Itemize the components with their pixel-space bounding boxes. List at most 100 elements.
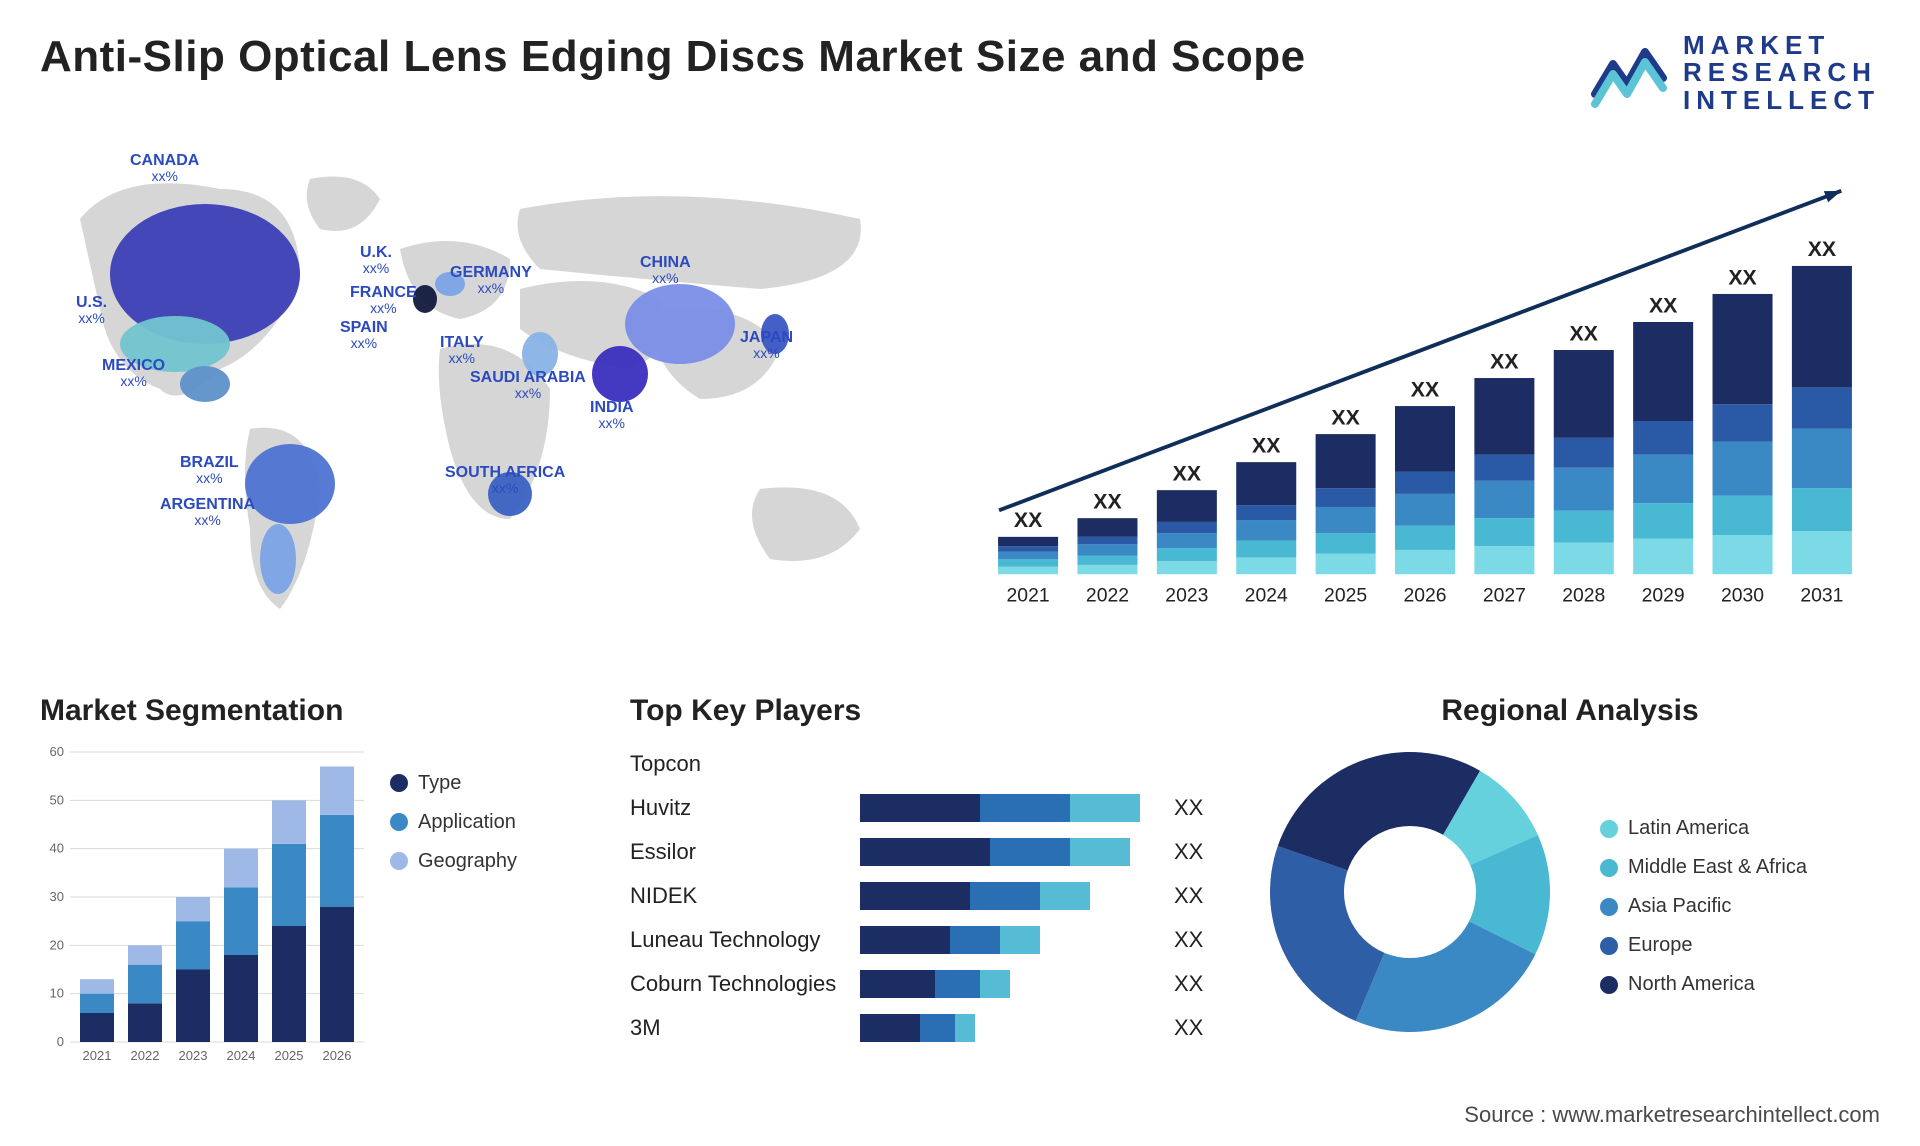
legend-swatch	[1600, 898, 1618, 916]
svg-text:XX: XX	[1570, 321, 1598, 345]
player-name: Topcon	[630, 751, 860, 777]
svg-text:2026: 2026	[1403, 584, 1446, 606]
player-value: XX	[1174, 971, 1203, 997]
legend-label: Europe	[1628, 934, 1693, 957]
player-bar	[860, 838, 1160, 866]
svg-text:20: 20	[50, 937, 64, 952]
player-row: Luneau Technology XX	[630, 918, 1230, 962]
svg-text:XX: XX	[1331, 405, 1359, 429]
brand-line2: RESEARCH	[1683, 59, 1880, 86]
world-map-panel: CANADAxx% U.S.xx% MEXICOxx% BRAZILxx% ARGENT…	[40, 144, 940, 654]
regional-legend: Latin AmericaMiddle East & AfricaAsia Pa…	[1600, 817, 1807, 996]
segmentation-panel: Market Segmentation 0102030405060 202120…	[40, 694, 600, 1114]
player-row: Essilor XX	[630, 830, 1230, 874]
legend-item: Application	[390, 811, 517, 834]
player-bar-segment	[860, 794, 980, 822]
svg-text:2026: 2026	[323, 1048, 352, 1063]
svg-text:2022: 2022	[131, 1048, 160, 1063]
map-label: CHINAxx%	[640, 254, 691, 287]
player-bar-segment	[955, 1014, 975, 1042]
player-value: XX	[1174, 1015, 1203, 1041]
map-label: MEXICOxx%	[102, 357, 165, 390]
svg-text:2027: 2027	[1483, 584, 1526, 606]
segmentation-body: 0102030405060 202120222023202420252026 T…	[40, 742, 600, 1072]
legend-swatch	[1600, 820, 1618, 838]
map-label: SOUTH AFRICAxx%	[445, 464, 565, 497]
map-label: CANADAxx%	[130, 152, 199, 185]
player-value: XX	[1174, 927, 1203, 953]
svg-text:2029: 2029	[1642, 584, 1685, 606]
player-bar-segment	[860, 838, 990, 866]
player-row: HuvitzXX	[630, 786, 1230, 830]
legend-label: North America	[1628, 973, 1755, 996]
player-name: Luneau Technology	[630, 927, 860, 953]
svg-text:0: 0	[57, 1034, 64, 1049]
legend-label: Geography	[418, 850, 517, 873]
legend-label: Middle East & Africa	[1628, 856, 1807, 879]
svg-text:XX: XX	[1173, 461, 1201, 485]
svg-text:50: 50	[50, 792, 64, 807]
svg-text:2025: 2025	[1324, 584, 1367, 606]
legend-label: Application	[418, 811, 516, 834]
map-label: BRAZILxx%	[180, 454, 239, 487]
map-label: SAUDI ARABIAxx%	[470, 369, 586, 402]
players-body: TopconHuvitzXXEssilorXXNIDEKXXLuneau Tec…	[630, 742, 1230, 1072]
player-value: XX	[1174, 839, 1203, 865]
map-label: U.K.xx%	[360, 244, 392, 277]
player-name: Huvitz	[630, 795, 860, 821]
player-bar-segment	[950, 926, 1000, 954]
map-label: U.S.xx%	[76, 294, 107, 327]
source-attribution: Source : www.marketresearchintellect.com	[1464, 1102, 1880, 1128]
player-bar	[860, 1014, 1160, 1042]
page-title: Anti-Slip Optical Lens Edging Discs Mark…	[40, 32, 1306, 82]
legend-item: Middle East & Africa	[1600, 856, 1807, 879]
regional-title: Regional Analysis	[1260, 694, 1880, 728]
svg-text:10: 10	[50, 986, 64, 1001]
legend-label: Asia Pacific	[1628, 895, 1731, 918]
player-row: Coburn TechnologiesXX	[630, 962, 1230, 1006]
svg-text:2023: 2023	[179, 1048, 208, 1063]
players-panel: Top Key Players TopconHuvitzXXEssilorXXN…	[630, 694, 1230, 1114]
legend-swatch	[1600, 937, 1618, 955]
player-value: XX	[1174, 883, 1203, 909]
player-bar-segment	[860, 1014, 920, 1042]
svg-text:XX: XX	[1093, 489, 1121, 513]
legend-item: North America	[1600, 973, 1807, 996]
brand-line3: INTELLECT	[1683, 87, 1880, 114]
svg-text:2031: 2031	[1800, 584, 1843, 606]
brand-logo: MARKET RESEARCH INTELLECT	[1591, 32, 1880, 114]
map-label: ARGENTINAxx%	[160, 496, 255, 529]
player-bar-segment	[935, 970, 980, 998]
player-bar-segment	[860, 970, 935, 998]
regional-panel: Regional Analysis Latin AmericaMiddle Ea…	[1260, 694, 1880, 1114]
svg-text:2022: 2022	[1086, 584, 1129, 606]
legend-label: Type	[418, 772, 461, 795]
svg-text:XX: XX	[1014, 508, 1042, 532]
svg-text:2030: 2030	[1721, 584, 1764, 606]
player-name: Essilor	[630, 839, 860, 865]
player-bar-segment	[980, 794, 1070, 822]
svg-text:30: 30	[50, 889, 64, 904]
player-bar-segment	[1040, 882, 1090, 910]
player-bar-segment	[1000, 926, 1040, 954]
segmentation-title: Market Segmentation	[40, 694, 600, 728]
svg-text:60: 60	[50, 744, 64, 759]
player-name: 3M	[630, 1015, 860, 1041]
map-label: INDIAxx%	[590, 399, 634, 432]
player-bar-segment	[920, 1014, 955, 1042]
legend-item: Asia Pacific	[1600, 895, 1807, 918]
top-row: CANADAxx% U.S.xx% MEXICOxx% BRAZILxx% ARGENT…	[40, 144, 1880, 654]
map-label: JAPANxx%	[740, 329, 793, 362]
map-label: GERMANYxx%	[450, 264, 532, 297]
segmentation-legend: Type Application Geography	[390, 772, 517, 1072]
legend-item: Type	[390, 772, 517, 795]
player-bar	[860, 882, 1160, 910]
regional-body: Latin AmericaMiddle East & AfricaAsia Pa…	[1260, 742, 1880, 1042]
map-label: ITALYxx%	[440, 334, 484, 367]
infographic-page: Anti-Slip Optical Lens Edging Discs Mark…	[0, 0, 1920, 1146]
legend-item: Europe	[1600, 934, 1807, 957]
growth-chart-svg: XXXXXXXXXXXXXXXXXXXXXX 20212022202320242…	[970, 144, 1880, 654]
svg-text:2028: 2028	[1562, 584, 1605, 606]
donut-chart-svg	[1260, 742, 1560, 1042]
player-bar-segment	[970, 882, 1040, 910]
